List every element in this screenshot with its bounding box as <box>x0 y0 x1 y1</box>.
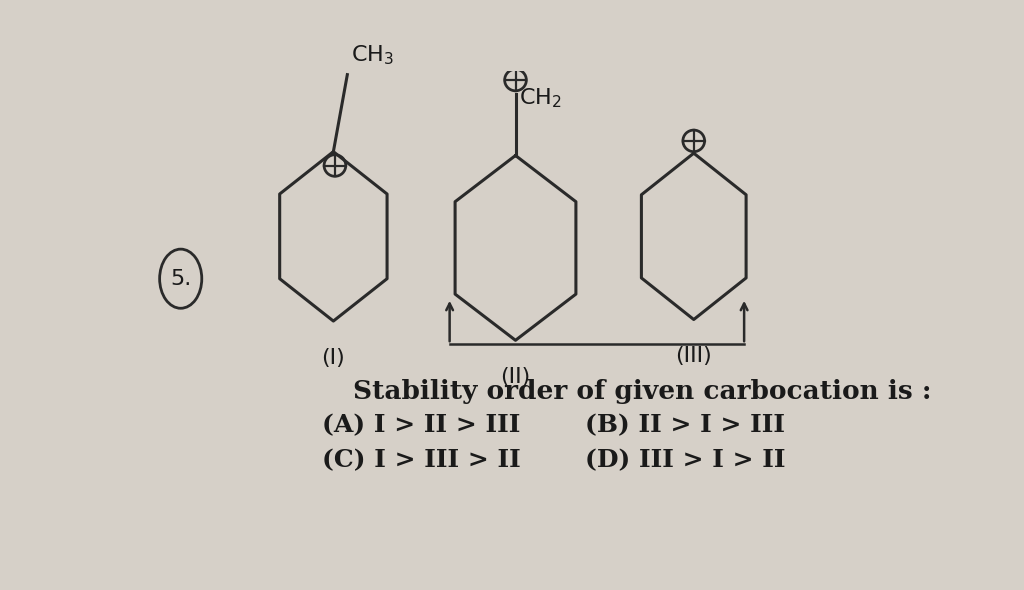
Text: (A) I > II > III: (A) I > II > III <box>322 414 520 437</box>
Text: (II): (II) <box>501 367 530 387</box>
Text: (I): (I) <box>322 348 345 368</box>
Text: (B) II > I > III: (B) II > I > III <box>586 414 785 437</box>
Text: (III): (III) <box>676 346 712 366</box>
Text: CH$_3$: CH$_3$ <box>351 43 394 67</box>
Text: Stability order of given carbocation is :: Stability order of given carbocation is … <box>352 379 931 404</box>
Text: 5.: 5. <box>170 268 191 289</box>
Text: (D) III > I > II: (D) III > I > II <box>586 448 785 472</box>
Text: (C) I > III > II: (C) I > III > II <box>322 448 520 472</box>
Text: CH$_2$: CH$_2$ <box>519 86 562 110</box>
